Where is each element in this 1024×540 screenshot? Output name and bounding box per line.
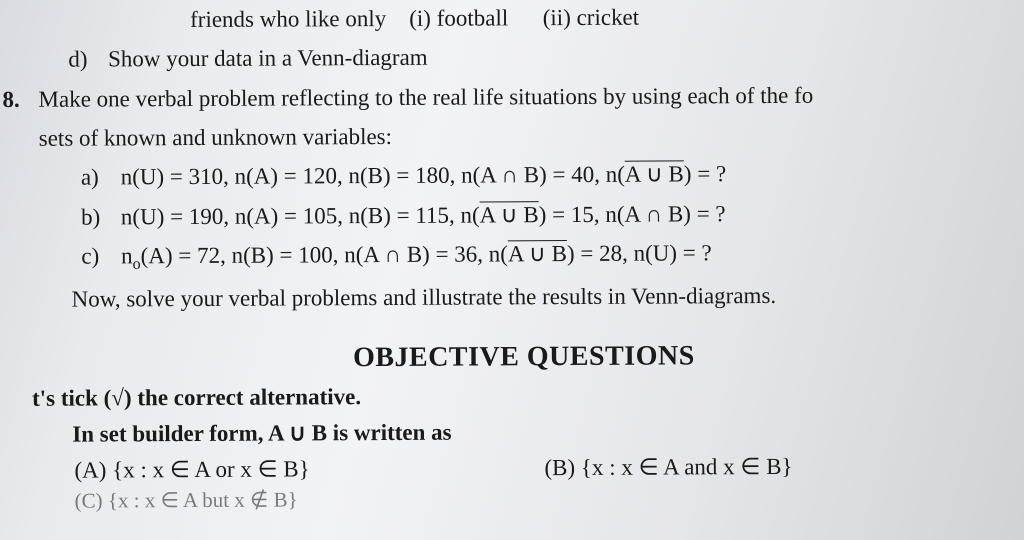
option-c-label: c) — [81, 239, 115, 273]
mcq-a-text: {x : x ∈ A or x ∈ B} — [112, 456, 310, 482]
text: n(U) = 190, n(A) = 105, n(B) = 115, n( — [121, 202, 480, 229]
text: n — [121, 243, 133, 268]
text: Show your data in a Venn-diagram — [108, 45, 428, 72]
overline: A ∪ B — [480, 202, 539, 227]
text: (A) = 72, n(B) = 100, n(A ∩ B) = 36, n( — [141, 241, 508, 268]
question-8: 8. Make one verbal problem reflecting to… — [30, 77, 1014, 161]
text: ) = 28, n(U) = ? — [567, 240, 712, 266]
mcq-b-text: {x : x ∈ A and x ∈ B} — [581, 454, 793, 480]
text: (i) football — [409, 5, 508, 31]
text: (ii) cricket — [543, 5, 640, 31]
option-d-label: d) — [68, 43, 102, 77]
set-builder-line: In set builder form, A ∪ B is written as — [32, 413, 1016, 451]
overline: A ∪ B — [508, 241, 567, 266]
text: n(U) = 310, n(A) = 120, n(B) = 180, n(A … — [121, 162, 625, 190]
text: ) = ? — [684, 162, 726, 187]
tick-icon: √ — [111, 386, 124, 411]
mcq-option-a: (A) {x : x ∈ A or x ∈ B} — [32, 455, 544, 484]
line-d: d) Show your data in a Venn-diagram — [30, 38, 1014, 76]
page-content: friends who like only (i) football (ii) … — [0, 0, 1024, 532]
mcq-row: (A) {x : x ∈ A or x ∈ B} (B) {x : x ∈ A … — [32, 452, 1016, 483]
mcq-a-label: (A) — [74, 457, 106, 482]
objective-heading: OBJECTIVE QUESTIONS — [32, 339, 1016, 376]
q8-line1: Make one verbal problem reflecting to th… — [38, 78, 813, 115]
text: friends who like only — [190, 6, 386, 32]
overline: A ∪ B — [625, 162, 684, 187]
mcq-option-c-partial: (C) {x : x ∈ A but x ∉ B} — [33, 480, 1017, 516]
text: t's tick ( — [32, 386, 111, 411]
line-d-top: friends who like only (i) football (ii) … — [30, 0, 1014, 37]
text: ) the correct alternative. — [124, 384, 361, 410]
option-a: a) n(U) = 310, n(A) = 120, n(B) = 180, n… — [31, 156, 1015, 194]
option-c: c) no(A) = 72, n(B) = 100, n(A ∩ B) = 36… — [31, 235, 1015, 277]
mcq-option-b: (B) {x : x ∈ A and x ∈ B} — [544, 452, 1016, 480]
option-a-label: a) — [81, 161, 115, 195]
now-line: Now, solve your verbal problems and illu… — [31, 278, 1015, 316]
q8-line2: sets of known and unknown variables: — [39, 118, 814, 155]
option-b: b) n(U) = 190, n(A) = 105, n(B) = 115, n… — [31, 195, 1015, 233]
text: ) = 15, n(A ∩ B) = ? — [539, 201, 726, 227]
option-b-label: b) — [81, 200, 115, 234]
mcq-b-label: (B) — [544, 455, 575, 480]
q8-number: 8. — [2, 87, 30, 113]
tick-line: t's tick (√) the correct alternative. — [32, 381, 1016, 412]
